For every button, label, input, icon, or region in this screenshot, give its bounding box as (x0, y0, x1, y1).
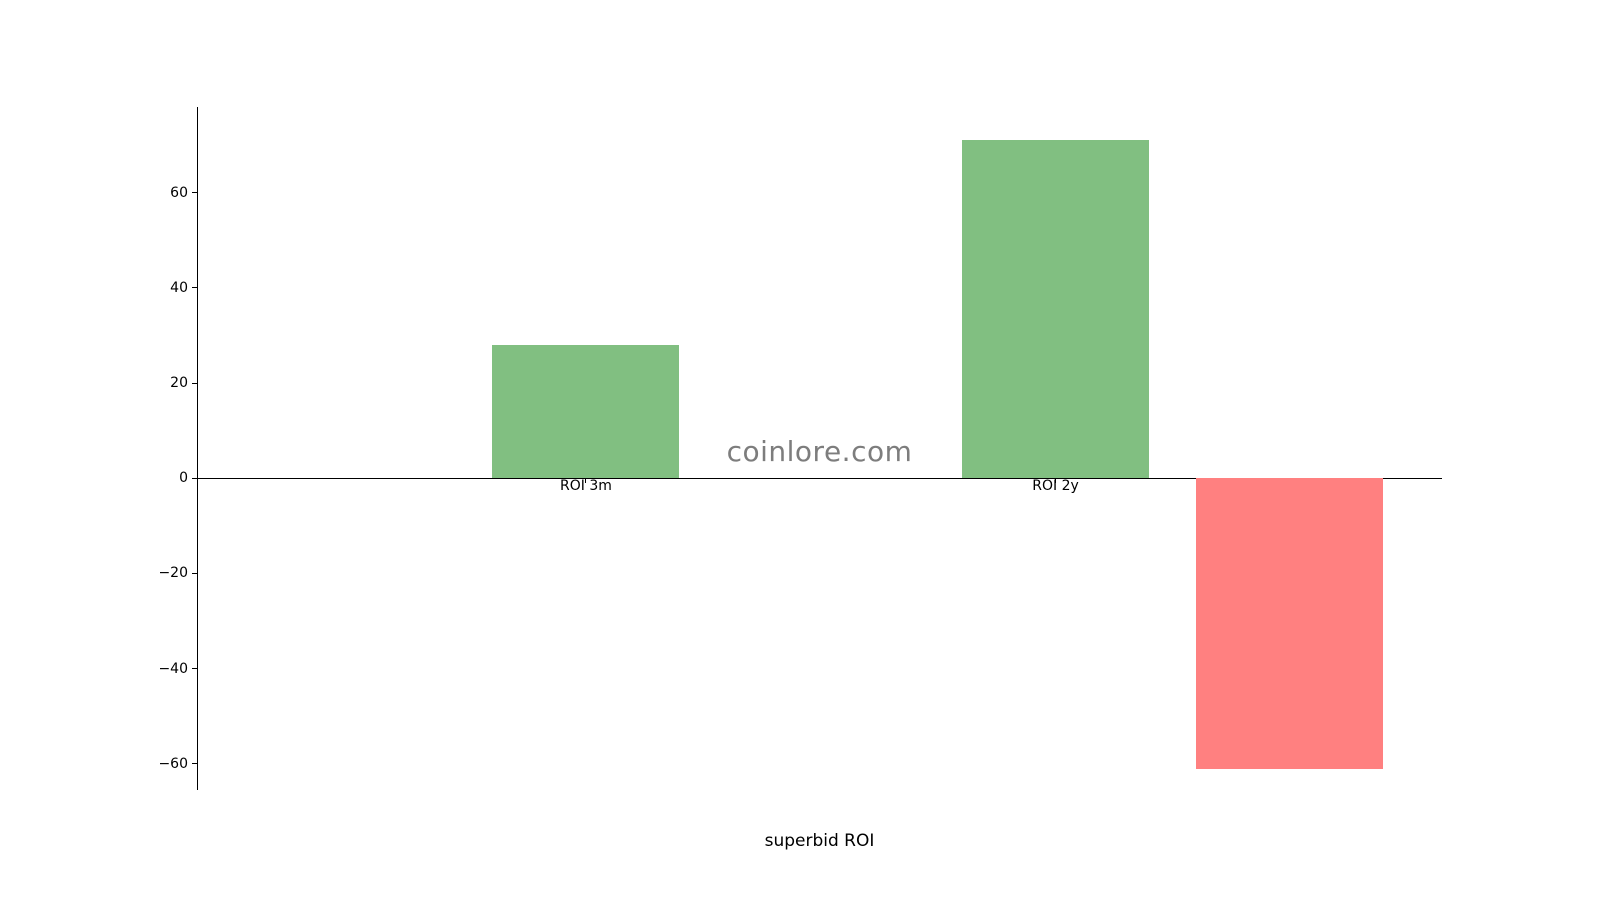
x-tick-label: ROI 2y (1032, 478, 1079, 495)
y-tick-label: 20 (170, 375, 188, 392)
x-axis-line (197, 477, 1442, 479)
y-tick-label: −40 (158, 660, 188, 677)
y-tick-mark (192, 477, 197, 479)
bar-roi-3m (492, 344, 680, 479)
plot-area: 60 40 20 0 −20 −40 −60 ROI 3m ROI 2y coinlore.c… (158, 107, 1442, 790)
bar-roi-2y (962, 140, 1150, 479)
y-tick-mark (192, 572, 197, 574)
bar-unlabeled-2 (1196, 478, 1384, 769)
y-tick-mark (192, 668, 197, 670)
y-tick-label: 40 (170, 279, 188, 296)
y-tick-label: 0 (179, 470, 188, 487)
x-tick-label: ROI 3m (560, 478, 612, 495)
y-tick-mark (192, 763, 197, 765)
y-tick-label: 60 (170, 184, 188, 201)
watermark: coinlore.com (726, 435, 913, 468)
y-tick-mark (192, 287, 197, 289)
y-axis-line (197, 107, 198, 790)
y-tick-mark (192, 382, 197, 384)
y-tick-label: −20 (158, 565, 188, 582)
y-tick-label: −60 (158, 755, 188, 772)
x-axis-title: superbid ROI (764, 831, 875, 851)
x-tick-mark (585, 478, 587, 484)
x-tick-mark (1055, 478, 1057, 484)
y-tick-mark (192, 192, 197, 194)
